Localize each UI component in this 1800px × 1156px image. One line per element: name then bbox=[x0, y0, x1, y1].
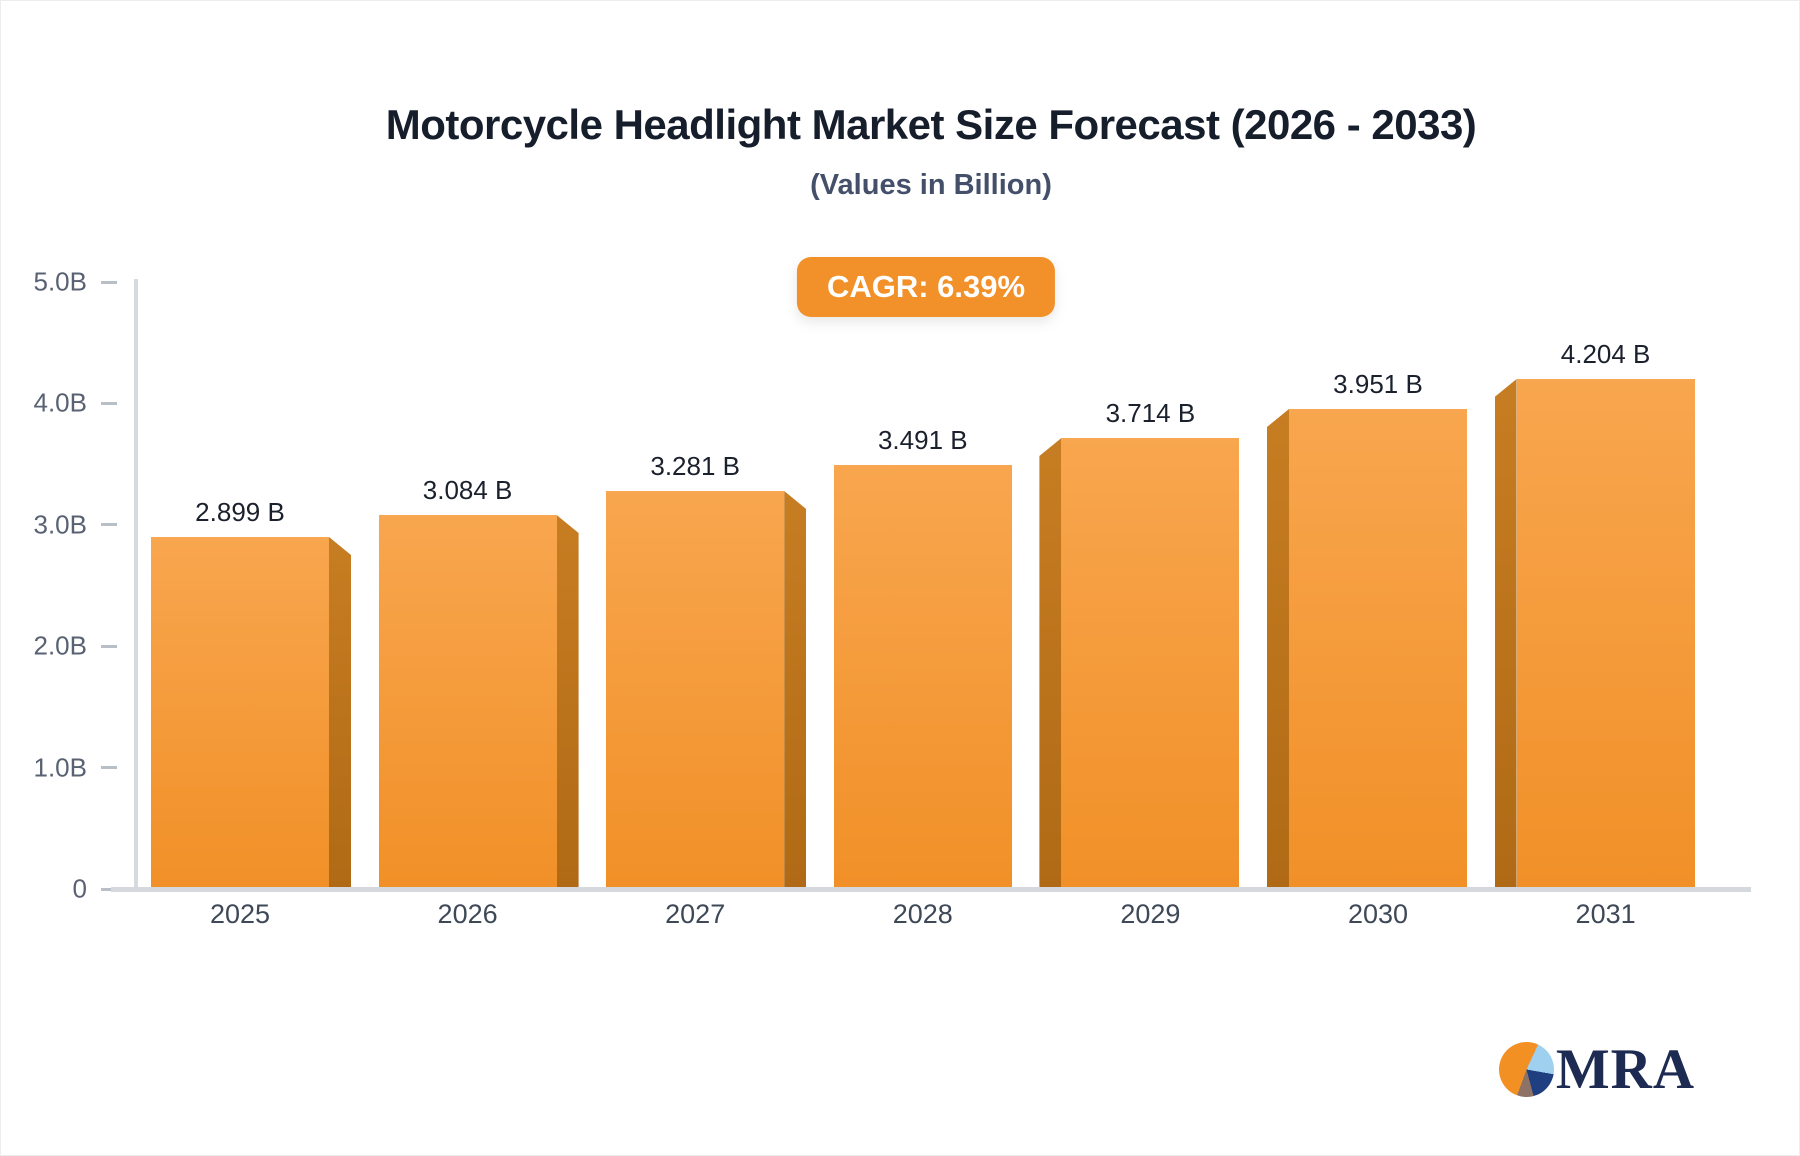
bar-face bbox=[151, 537, 329, 889]
y-axis-tick bbox=[101, 280, 117, 284]
bar-face bbox=[1289, 409, 1467, 889]
y-axis-tick bbox=[101, 766, 117, 770]
bar-value-label: 3.281 B bbox=[650, 451, 741, 481]
x-axis-line bbox=[111, 887, 1751, 892]
bar-face bbox=[1516, 379, 1695, 889]
y-axis-tick bbox=[101, 523, 117, 527]
bar-face bbox=[1061, 438, 1240, 889]
logo-text: MRA bbox=[1555, 1038, 1695, 1101]
y-axis-tick bbox=[101, 887, 117, 891]
x-axis-label: 2026 bbox=[437, 899, 498, 929]
y-axis-label: 3.0B bbox=[33, 509, 88, 540]
bar-face bbox=[378, 515, 557, 889]
y-axis-label: 4.0B bbox=[33, 387, 88, 418]
x-axis-label: 2028 bbox=[892, 899, 953, 929]
x-axis-label: 2025 bbox=[209, 899, 271, 929]
mra-logo: MRA bbox=[1498, 1038, 1695, 1101]
x-axis-label: 2030 bbox=[1347, 899, 1409, 929]
pie-chart-icon bbox=[1498, 1042, 1554, 1097]
bar-side bbox=[556, 515, 579, 889]
y-axis-label: 1.0B bbox=[33, 752, 88, 783]
bar-value-label: 2.899 B bbox=[195, 497, 285, 527]
y-axis-line bbox=[134, 279, 138, 892]
chart-title: Motorcycle Headlight Market Size Forecas… bbox=[385, 101, 1477, 148]
bar-face bbox=[606, 491, 785, 889]
x-axis-label: 2027 bbox=[665, 899, 726, 929]
bar-side bbox=[1039, 438, 1062, 889]
cagr-badge: CAGR: 6.39% bbox=[796, 257, 1056, 317]
y-axis-label: 2.0B bbox=[33, 630, 88, 661]
y-axis-label: 0 bbox=[72, 873, 87, 904]
bar-side bbox=[1267, 409, 1289, 889]
x-axis-label: 2031 bbox=[1575, 899, 1636, 929]
bar-value-label: 3.714 B bbox=[1105, 398, 1196, 428]
bar-side bbox=[329, 537, 351, 889]
bar-value-label: 4.204 B bbox=[1560, 339, 1651, 369]
bar-value-label: 3.491 B bbox=[877, 425, 968, 455]
bar-side bbox=[1494, 379, 1517, 889]
y-axis-tick bbox=[101, 644, 117, 648]
y-axis-tick bbox=[101, 401, 117, 405]
bar-face bbox=[833, 465, 1012, 889]
bar-value-label: 3.084 B bbox=[422, 475, 513, 505]
chart-subtitle: (Values in Billion) bbox=[810, 169, 1052, 201]
bar-value-label: 3.951 B bbox=[1333, 369, 1423, 399]
bar-side bbox=[784, 491, 807, 889]
x-axis-label: 2029 bbox=[1120, 899, 1181, 929]
y-axis-label: 5.0B bbox=[33, 266, 88, 297]
